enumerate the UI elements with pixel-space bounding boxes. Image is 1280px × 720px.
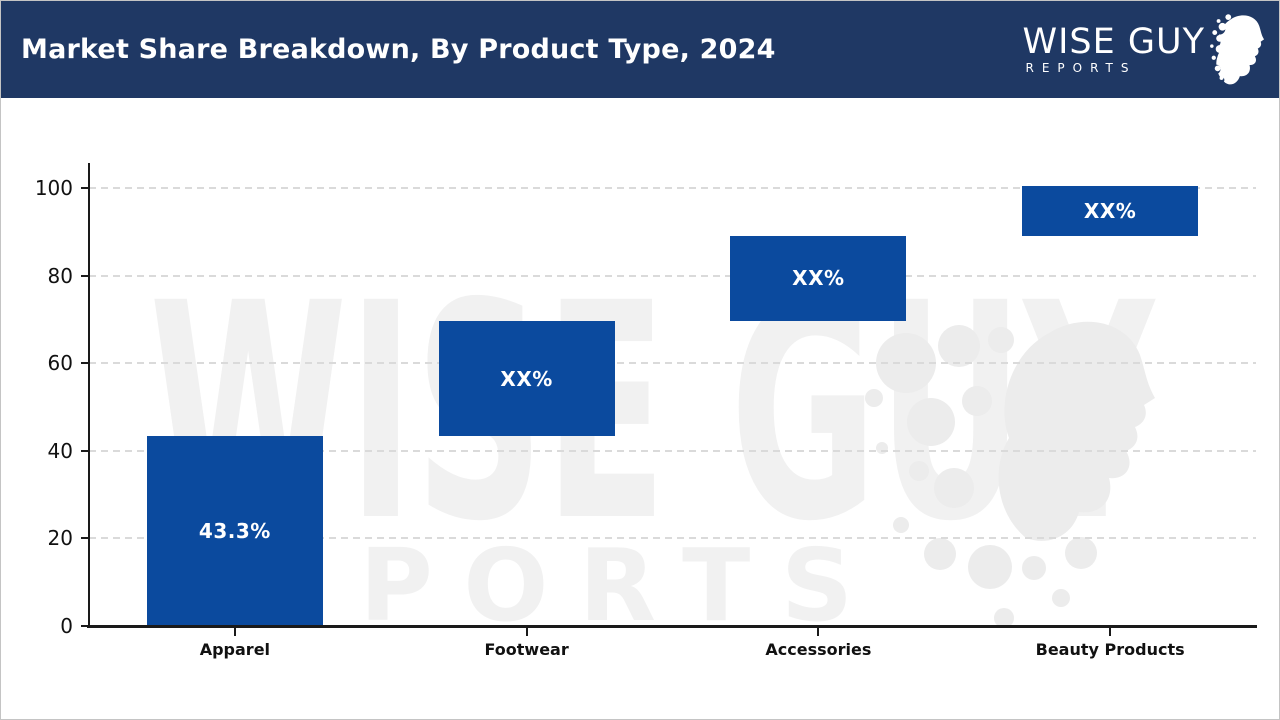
x-tick-mark-1 — [525, 628, 528, 636]
bar-value-label: XX% — [1083, 198, 1137, 223]
y-tick-mark-80 — [81, 274, 89, 277]
y-tick-label-80: 80 — [47, 263, 73, 288]
bar-value-label: 43.3% — [198, 519, 271, 544]
y-tick-mark-60 — [81, 362, 89, 365]
chart-plot-area: WISE GUY REPORTS 02040608010043.3%Appare… — [1, 98, 1279, 719]
bar-accessories: XX% — [730, 235, 907, 322]
y-tick-label-60: 60 — [47, 351, 73, 376]
gridline-80 — [89, 274, 1256, 277]
y-tick-label-100: 100 — [34, 176, 73, 200]
logo-wordmark: WISE GUY — [1022, 21, 1205, 62]
y-tick-mark-0 — [81, 625, 89, 627]
bar-value-label: XX% — [792, 266, 845, 291]
bar-footwear: XX% — [438, 321, 615, 437]
header-band: Market Share Breakdown, By Product Type,… — [1, 1, 1279, 98]
logo-subtitle: REPORTS — [1025, 61, 1137, 76]
chart-title: Market Share Breakdown, By Product Type,… — [21, 34, 776, 65]
x-category-label-1: Footwear — [484, 640, 569, 659]
y-tick-mark-40 — [81, 449, 89, 452]
bar-beauty-products: XX% — [1022, 186, 1199, 236]
wise-guy-reports-logo: WISE GUY REPORTS — [1022, 9, 1279, 91]
y-tick-label-0: 0 — [60, 614, 73, 638]
watermark-dot-face — [865, 321, 1155, 628]
gridline-100 — [89, 187, 1256, 189]
bar-apparel: 43.3% — [146, 436, 323, 626]
x-tick-mark-0 — [233, 628, 236, 636]
y-axis-spine — [88, 163, 90, 628]
y-tick-label-40: 40 — [47, 438, 73, 463]
y-tick-mark-100 — [81, 187, 89, 189]
face-profile-icon — [1209, 13, 1265, 84]
x-tick-mark-2 — [817, 628, 820, 636]
y-tick-mark-20 — [81, 537, 89, 540]
gridline-40 — [89, 449, 1256, 452]
x-tick-mark-3 — [1109, 628, 1112, 636]
x-category-label-3: Beauty Products — [1035, 640, 1185, 659]
x-category-label-2: Accessories — [765, 640, 872, 659]
x-category-label-0: Apparel — [199, 640, 271, 659]
y-tick-label-20: 20 — [47, 526, 73, 551]
logo-text: WISE GUY REPORTS — [1022, 21, 1205, 76]
gridline-60 — [89, 362, 1256, 365]
gridline-20 — [89, 537, 1256, 540]
bar-value-label: XX% — [500, 366, 553, 391]
x-axis-spine — [87, 625, 1257, 628]
